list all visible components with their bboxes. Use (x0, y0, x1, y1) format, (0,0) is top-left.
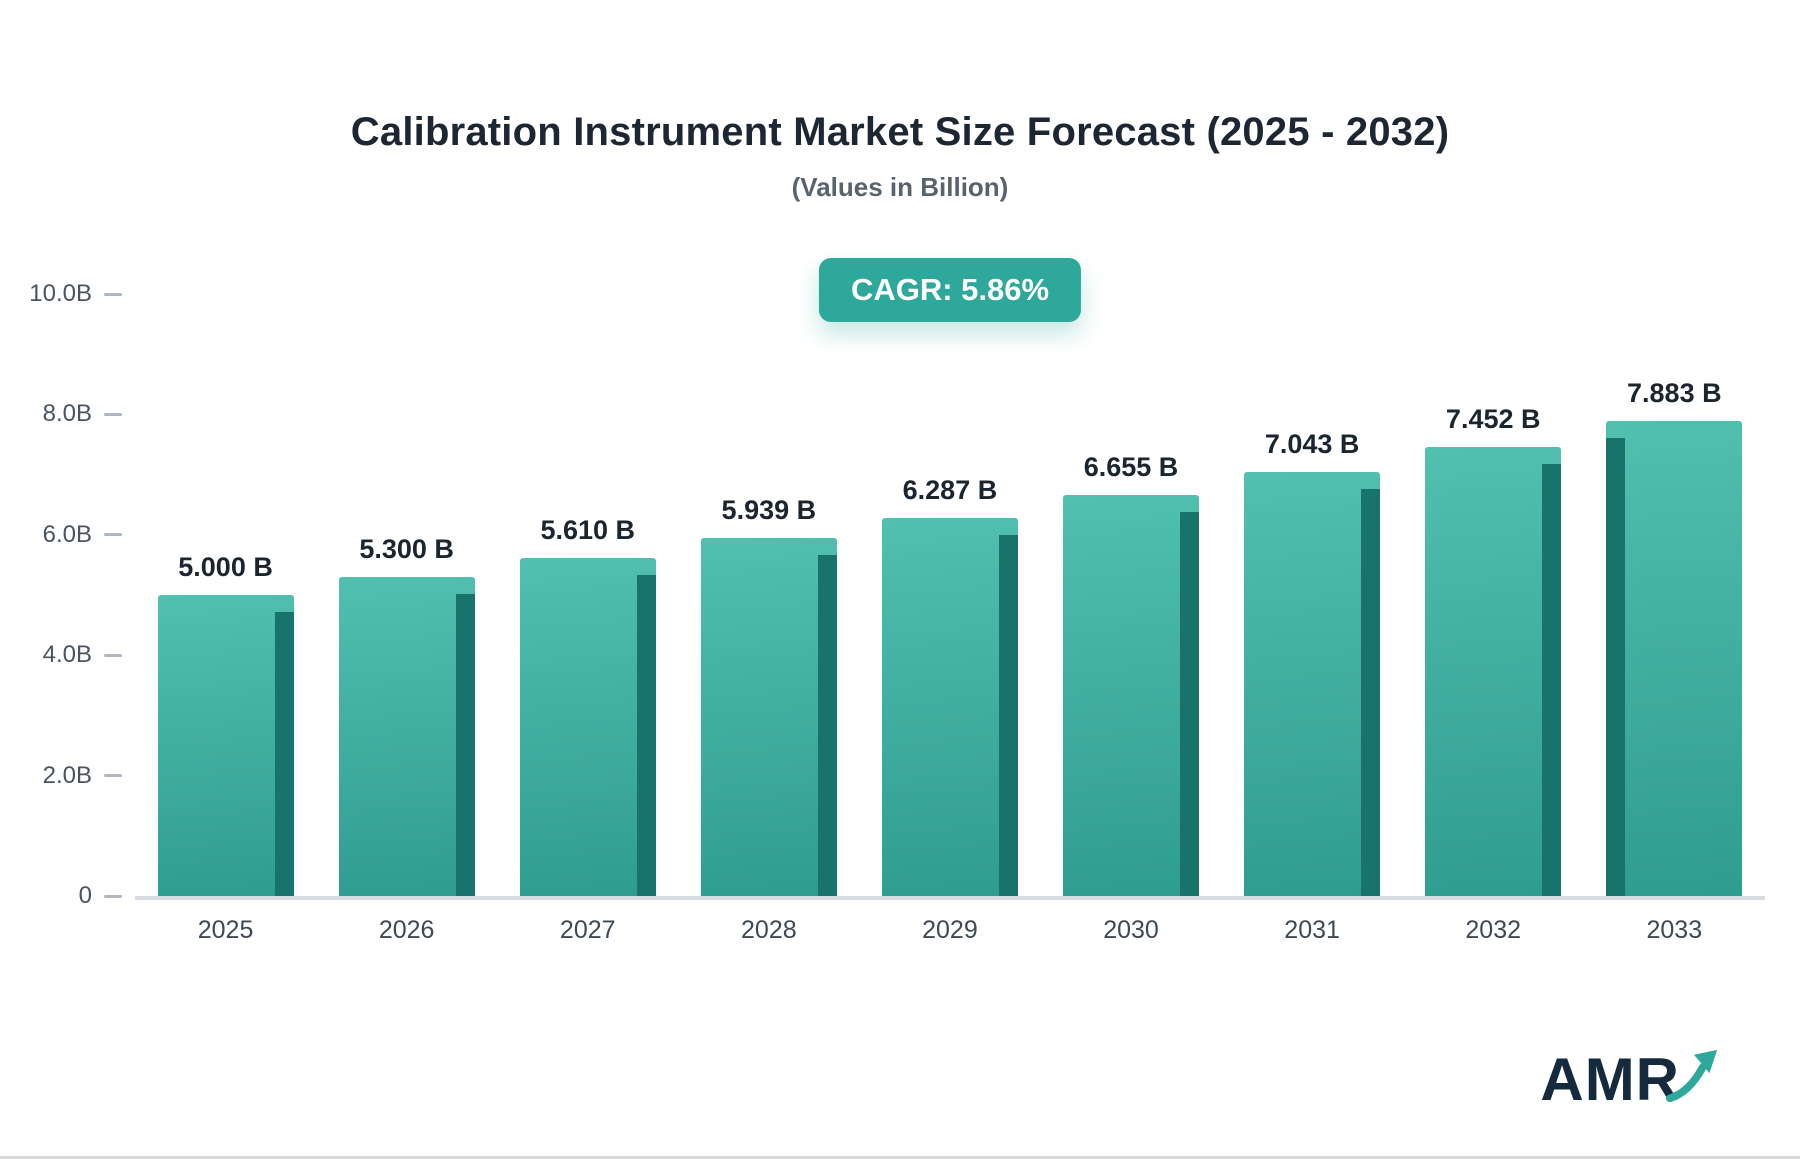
x-axis-label: 2029 (922, 916, 978, 944)
bar-side-face (1361, 489, 1381, 896)
bar-slot: 6.287 B (859, 294, 1040, 896)
bar-value-label: 6.287 B (902, 474, 998, 505)
bar-value-label: 7.883 B (1627, 378, 1722, 409)
y-axis-tick: 8.0B (0, 400, 122, 428)
y-tick-label: 2.0B (42, 761, 92, 789)
bar-side-face (817, 555, 837, 896)
bar-slot: 5.000 B (135, 294, 316, 896)
bar-value-label: 7.043 B (1264, 429, 1360, 460)
bar (519, 558, 656, 896)
amr-logo-text: AMR (1540, 1046, 1680, 1113)
x-axis-label: 2032 (1465, 916, 1522, 944)
bar (157, 595, 294, 896)
x-axis-label: 2028 (741, 916, 797, 944)
bar-side-face (636, 575, 656, 896)
bar (338, 576, 475, 896)
x-axis-label: 2025 (197, 916, 254, 944)
bar-value-label: 5.610 B (540, 515, 636, 546)
bar-side-face (1542, 464, 1562, 896)
y-tick-mark (104, 412, 122, 416)
chart-subtitle: (Values in Billion) (791, 172, 1009, 202)
x-axis-label: 2030 (1103, 916, 1159, 944)
bar-slot: 5.300 B (316, 294, 497, 896)
y-tick-mark (104, 292, 122, 296)
bar-slot: 6.655 B (1040, 294, 1221, 896)
bar-value-label: 5.300 B (359, 533, 454, 564)
bars-row: 5.000 B 5.300 B 5.610 B 5.939 B 6.287 B 6.655… (135, 294, 1765, 896)
x-axis-label: 2031 (1284, 916, 1340, 944)
bar-value-label: 6.655 B (1083, 452, 1179, 483)
bar-slot: 5.610 B (497, 294, 678, 896)
bar-slot: 7.883 B (1584, 294, 1765, 896)
bar-side-face (1180, 512, 1200, 896)
y-axis-tick: 6.0B (0, 521, 122, 549)
x-axis-label: 2027 (559, 916, 616, 944)
cagr-badge: CAGR: 5.86% (818, 258, 1082, 322)
bar-side-face (1606, 438, 1626, 896)
bar-value-label: 5.000 B (178, 552, 273, 582)
y-tick-label: 6.0B (42, 520, 92, 548)
y-tick-label: 8.0B (42, 400, 92, 428)
bar (700, 538, 837, 896)
x-labels-row: 2025 2026 2027 2028 2029 2030 2031 2032 2033 (135, 916, 1765, 945)
bar (881, 517, 1018, 896)
bar-slot: 7.452 B (1403, 294, 1584, 896)
y-tick-label: 10.0B (29, 280, 92, 307)
x-axis-label: 2026 (378, 916, 435, 944)
y-tick-mark (104, 774, 122, 778)
y-tick-mark (104, 894, 122, 898)
bar-slot: 7.043 B (1222, 294, 1403, 896)
bar (1244, 472, 1381, 896)
bar-slot: 5.939 B (678, 294, 859, 896)
y-tick-mark (104, 533, 122, 537)
y-axis-tick: 2.0B (0, 762, 122, 790)
y-axis-tick: 0 (0, 882, 122, 910)
bar (1063, 495, 1200, 896)
growth-arrow-icon (1665, 1049, 1718, 1102)
y-tick-mark (104, 653, 122, 657)
y-tick-label: 4.0B (42, 641, 92, 669)
plot-area: 5.000 B 5.300 B 5.610 B 5.939 B 6.287 B 6.655… (29, 280, 1765, 944)
x-axis-label: 2033 (1646, 916, 1703, 944)
bar (1606, 421, 1743, 896)
y-axis-tick: 4.0B (0, 641, 122, 669)
bar-side-face (998, 534, 1018, 896)
bar-side-face (455, 593, 475, 896)
bar-value-label: 7.452 B (1445, 404, 1541, 435)
bar-side-face (274, 612, 294, 896)
bar (1425, 447, 1562, 896)
bar-value-label: 5.939 B (721, 495, 817, 526)
amr-logo: AMR (1540, 1045, 1722, 1114)
chart-title: Calibration Instrument Market Size Forec… (350, 110, 1450, 154)
y-tick-label: 0 (78, 882, 92, 909)
y-axis-tick: 10.0B (0, 280, 122, 308)
